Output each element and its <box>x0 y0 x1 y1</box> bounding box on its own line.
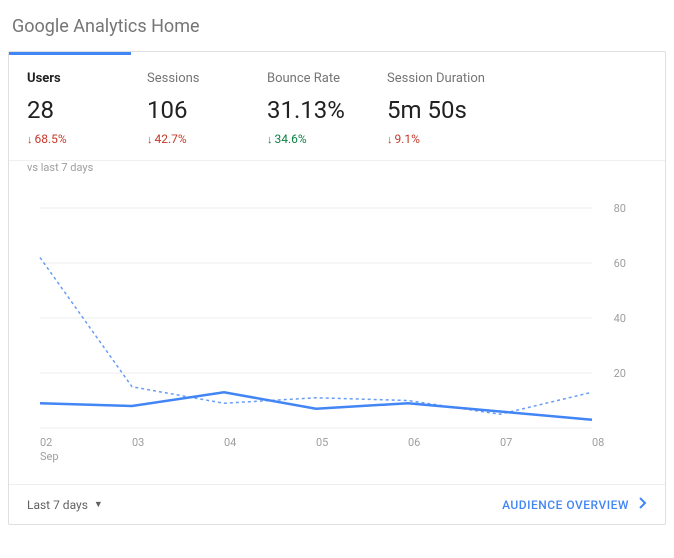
x-axis-label: 04 <box>224 436 236 449</box>
x-axis-label: 06 <box>408 436 420 449</box>
metrics-row: Users28↓68.5%Sessions106↓42.7%Bounce Rat… <box>9 55 665 161</box>
metric-change: ↓9.1% <box>387 132 485 146</box>
x-axis-label: 05 <box>316 436 328 449</box>
metric-label: Users <box>27 71 111 86</box>
x-axis-label: 03 <box>132 436 144 449</box>
x-axis-label: 07 <box>500 436 512 449</box>
y-axis-label: 40 <box>614 312 626 325</box>
chart-series-previous <box>40 258 592 415</box>
caret-down-icon: ▼ <box>94 499 103 510</box>
date-range-label: Last 7 days <box>27 498 88 512</box>
metric-value: 5m 50s <box>387 96 485 124</box>
metric-change-value: 42.7% <box>155 132 187 146</box>
metric-tab-sessions[interactable]: Sessions 106 ↓42.7% <box>129 55 249 160</box>
metric-tab-bounce-rate[interactable]: Bounce Rate 31.13% ↓34.6% <box>249 55 369 160</box>
audience-overview-link[interactable]: AUDIENCE OVERVIEW <box>502 497 647 512</box>
metric-label: Bounce Rate <box>267 71 351 86</box>
x-axis-label: 02 <box>40 436 52 449</box>
metric-change-value: 68.5% <box>35 132 67 146</box>
card-footer: Last 7 days ▼ AUDIENCE OVERVIEW <box>9 484 665 524</box>
y-axis-label: 80 <box>614 202 626 215</box>
metric-value: 106 <box>147 96 231 124</box>
compare-label: vs last 7 days <box>9 161 665 188</box>
chevron-right-icon <box>639 497 647 512</box>
chart-series-current <box>40 392 592 420</box>
metric-label: Session Duration <box>387 71 485 86</box>
y-axis-label: 20 <box>614 367 626 380</box>
metric-value: 28 <box>27 96 111 124</box>
metric-change: ↓34.6% <box>267 132 351 146</box>
users-chart: 20 40 60 80 02 03 04 05 06 07 08 Sep <box>9 188 665 484</box>
metric-value: 31.13% <box>267 96 351 124</box>
date-range-selector[interactable]: Last 7 days ▼ <box>27 498 103 512</box>
y-axis-label: 60 <box>614 257 626 270</box>
chart-svg: 20 40 60 80 02 03 04 05 06 07 08 Sep <box>23 198 651 478</box>
metric-change-value: 9.1% <box>395 132 420 146</box>
metric-label: Sessions <box>147 71 231 86</box>
metric-tab-users[interactable]: Users 28 ↓68.5% <box>9 55 129 160</box>
metric-change: ↓68.5% <box>27 132 111 146</box>
x-axis-label: 08 <box>592 436 604 449</box>
arrow-down-icon: ↓ <box>27 134 33 145</box>
arrow-down-icon: ↓ <box>147 134 153 145</box>
arrow-down-icon: ↓ <box>387 134 393 145</box>
arrow-down-icon: ↓ <box>267 134 273 145</box>
active-tab-indicator <box>9 52 131 55</box>
page-title: Google Analytics Home <box>8 8 666 51</box>
metric-tab-session-duration[interactable]: Session Duration 5m 50s ↓9.1% <box>369 55 503 160</box>
overview-card: Users28↓68.5%Sessions106↓42.7%Bounce Rat… <box>8 51 666 525</box>
metric-change: ↓42.7% <box>147 132 231 146</box>
overview-link-label: AUDIENCE OVERVIEW <box>502 498 629 512</box>
metric-change-value: 34.6% <box>275 132 307 146</box>
x-axis-sublabel: Sep <box>40 450 59 463</box>
